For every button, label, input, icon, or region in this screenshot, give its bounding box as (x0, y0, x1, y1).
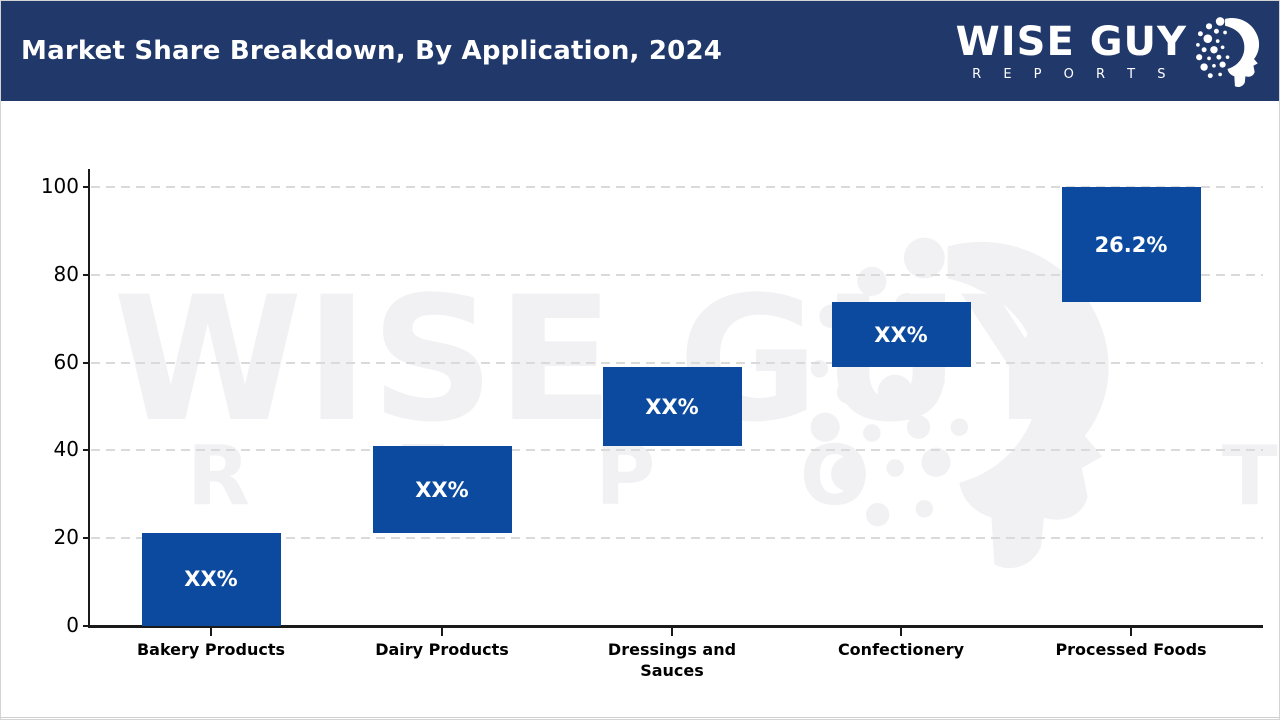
x-category-label: Dairy Products (375, 640, 509, 659)
bar-value-label: 26.2% (1094, 232, 1168, 257)
y-tick-label: 80 (53, 261, 79, 286)
y-tick-mark (83, 625, 90, 627)
x-tick-mark (441, 628, 443, 636)
bottom-border-line (1, 717, 1279, 718)
x-tick-mark (900, 628, 902, 636)
y-tick-mark (83, 537, 90, 540)
bar-value-label: XX% (184, 567, 238, 592)
bar-processed-foods: 26.2% (1061, 187, 1201, 303)
bar-value-label: XX% (415, 477, 469, 502)
y-axis-line (88, 169, 90, 628)
header-bar: Market Share Breakdown, By Application, … (1, 1, 1279, 101)
logo-brand-subtitle: R E P O R T S (972, 66, 1175, 82)
grid-line (91, 186, 1263, 188)
y-tick-mark (83, 361, 90, 364)
y-tick-label: 60 (53, 349, 79, 374)
x-category-label: Confectionery (837, 640, 965, 659)
y-tick-label: 0 (66, 613, 79, 637)
bar-dressings-and-sauces: XX% (602, 367, 742, 447)
x-tick-mark (210, 628, 212, 636)
x-category-label: Processed Foods (1055, 640, 1207, 659)
wiseguy-head-icon (1196, 17, 1260, 87)
x-category-label: Bakery Products (136, 640, 286, 659)
grid-line (91, 449, 1263, 452)
bar-dairy-products: XX% (372, 446, 512, 533)
y-tick-mark (83, 273, 90, 276)
x-tick-mark (671, 628, 673, 636)
x-category-label: Dressings and Sauces (607, 640, 737, 680)
x-axis-line (88, 625, 1263, 628)
y-tick-label: 20 (53, 525, 79, 550)
wiseguy-logo: WISE GUY R E P O R T S (956, 8, 1267, 94)
grid-line (91, 273, 1263, 276)
logo-brand-name: WISE GUY (955, 18, 1187, 65)
y-tick-label: 100 (40, 174, 79, 198)
bar-bakery-products: XX% (141, 532, 281, 626)
y-tick-mark (83, 186, 90, 188)
page-title: Market Share Breakdown, By Application, … (21, 36, 723, 66)
y-tick-mark (83, 449, 90, 452)
bar-confectionery: XX% (831, 302, 971, 368)
grid-line (91, 361, 1263, 364)
bar-value-label: XX% (874, 322, 928, 347)
grid-line (91, 537, 1263, 540)
x-tick-mark (1130, 628, 1132, 636)
y-tick-label: 40 (53, 437, 79, 462)
wiseguy-logo-text: WISE GUY R E P O R T S (956, 22, 1187, 81)
bar-value-label: XX% (645, 394, 699, 419)
